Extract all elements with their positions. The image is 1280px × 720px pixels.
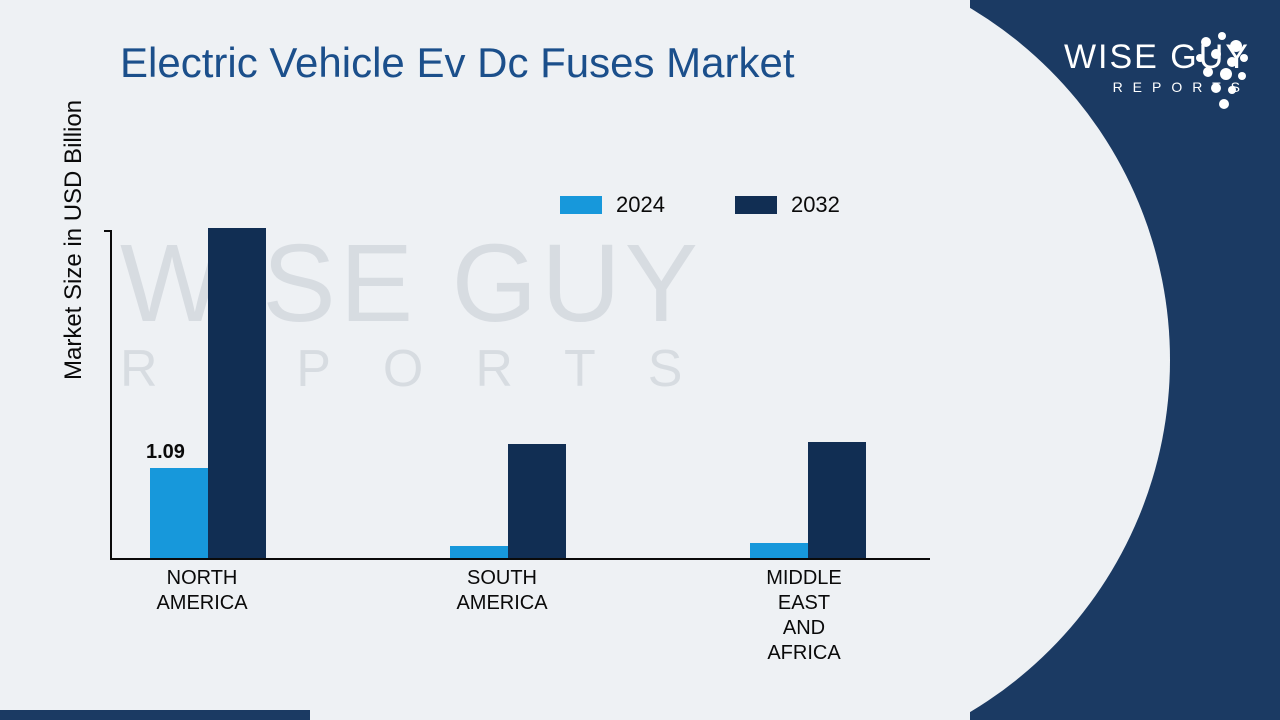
ytick-top — [104, 230, 112, 232]
legend-label-2032: 2032 — [791, 192, 840, 218]
y-axis-label: Market Size in USD Billion — [60, 100, 88, 380]
x-axis-label: SOUTHAMERICA — [422, 566, 582, 616]
bottom-accent-bar — [0, 710, 310, 720]
plot-area: 1.09 — [110, 230, 930, 560]
chart-canvas: WISE GUY REPORTS Electric Vehicle Ev Dc … — [0, 0, 1280, 720]
bar-2032 — [208, 228, 266, 558]
bar-2024 — [150, 468, 208, 558]
legend-label-2024: 2024 — [616, 192, 665, 218]
bar-2024 — [750, 543, 808, 558]
bar-group — [450, 444, 566, 558]
chart-title: Electric Vehicle Ev Dc Fuses Market — [120, 38, 795, 88]
bar-2024 — [450, 546, 508, 558]
x-axis-label: MIDDLEEASTANDAFRICA — [734, 566, 874, 666]
bar-group — [750, 442, 866, 558]
bar-2032 — [508, 444, 566, 558]
bar-group: 1.09 — [150, 228, 266, 558]
brand-head-icon — [1186, 28, 1256, 118]
legend-item-2024: 2024 — [560, 192, 665, 218]
x-axis-label: NORTHAMERICA — [122, 566, 282, 616]
bar-2032 — [808, 442, 866, 558]
legend-item-2032: 2032 — [735, 192, 840, 218]
chart-area: 1.09 NORTHAMERICASOUTHAMERICAMIDDLEEASTA… — [110, 230, 930, 590]
brand-logo: WISE GUY REPORTS — [1064, 38, 1250, 95]
bar-value-label: 1.09 — [146, 441, 185, 464]
legend: 2024 2032 — [560, 192, 840, 218]
legend-swatch-2024 — [560, 196, 602, 214]
x-axis-labels: NORTHAMERICA SOUTHAMERICA MIDDLEEASTANDAFR… — [110, 566, 930, 686]
legend-swatch-2032 — [735, 196, 777, 214]
